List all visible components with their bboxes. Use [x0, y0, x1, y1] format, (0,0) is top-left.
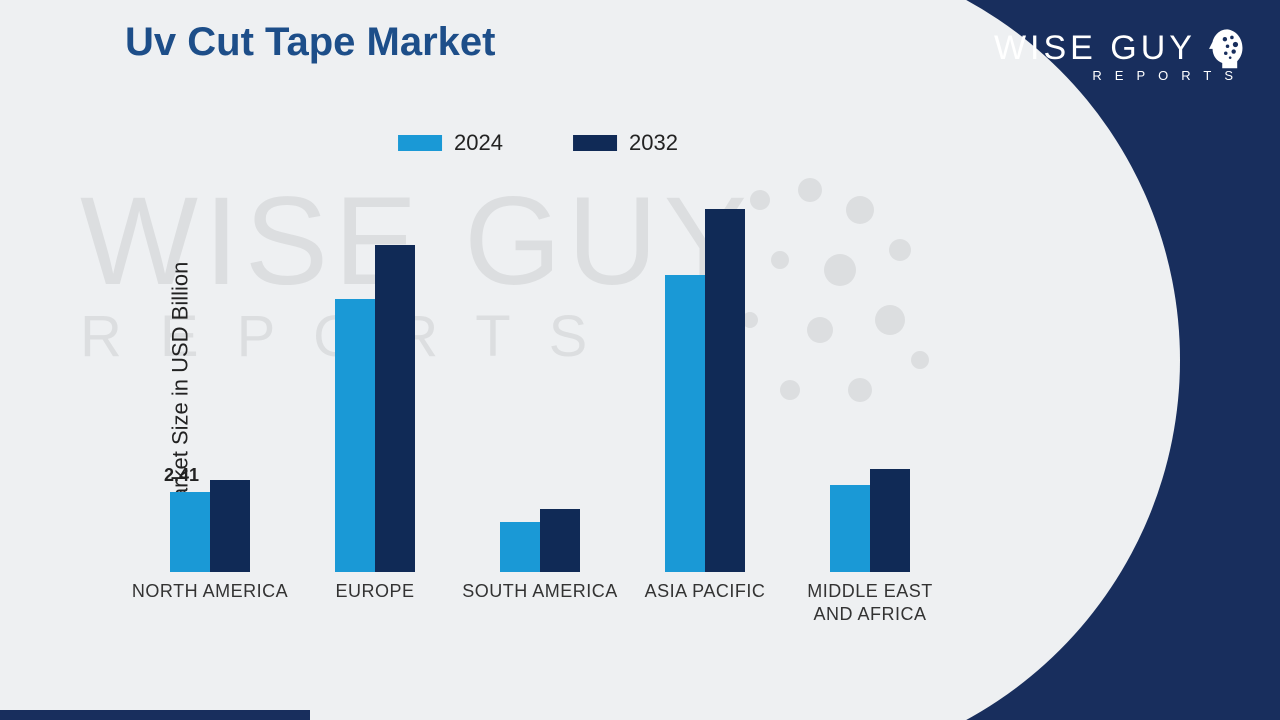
bar-group: NORTH AMERICA: [150, 480, 270, 572]
legend: 2024 2032: [398, 130, 678, 156]
legend-swatch-b: [573, 135, 617, 151]
bar-2032: [540, 509, 580, 572]
logo-line1: WISE GUY: [994, 29, 1196, 68]
legend-swatch-a: [398, 135, 442, 151]
logo-line2: REPORTS: [994, 68, 1246, 83]
x-axis-label: NORTH AMERICA: [130, 572, 290, 603]
chart: Market Size in USD Billion 2024 2032 2.4…: [60, 130, 960, 650]
bar-group: ASIA PACIFIC: [645, 209, 765, 572]
bar-group: MIDDLE EAST AND AFRICA: [810, 469, 930, 572]
bar-2032: [870, 469, 910, 572]
legend-label-b: 2032: [629, 130, 678, 156]
bar-2032: [210, 480, 250, 572]
x-axis-label: SOUTH AMERICA: [460, 572, 620, 603]
brand-logo: WISE GUY REPORTS: [994, 26, 1246, 83]
plot-area: 2.41NORTH AMERICAEUROPESOUTH AMERICAASIA…: [130, 172, 950, 572]
legend-item-2024: 2024: [398, 130, 503, 156]
x-axis-label: EUROPE: [295, 572, 455, 603]
bar-2024: [830, 485, 870, 572]
x-axis-label: MIDDLE EAST AND AFRICA: [790, 572, 950, 625]
canvas: WISE GUY REPORTS WISE GUY REPORTS Uv Cut…: [0, 0, 1280, 720]
x-axis-label: ASIA PACIFIC: [625, 572, 785, 603]
bar-2032: [705, 209, 745, 572]
chart-title: Uv Cut Tape Market: [125, 20, 495, 65]
bar-2024: [665, 275, 705, 572]
bar-group: SOUTH AMERICA: [480, 509, 600, 572]
bar-2024: [335, 299, 375, 572]
bar-2032: [375, 245, 415, 572]
bar-group: EUROPE: [315, 245, 435, 572]
bottom-accent-bar: [0, 710, 310, 720]
bar-2024: [500, 522, 540, 572]
head-icon: [1202, 26, 1246, 70]
legend-label-a: 2024: [454, 130, 503, 156]
bar-2024: [170, 492, 210, 572]
legend-item-2032: 2032: [573, 130, 678, 156]
